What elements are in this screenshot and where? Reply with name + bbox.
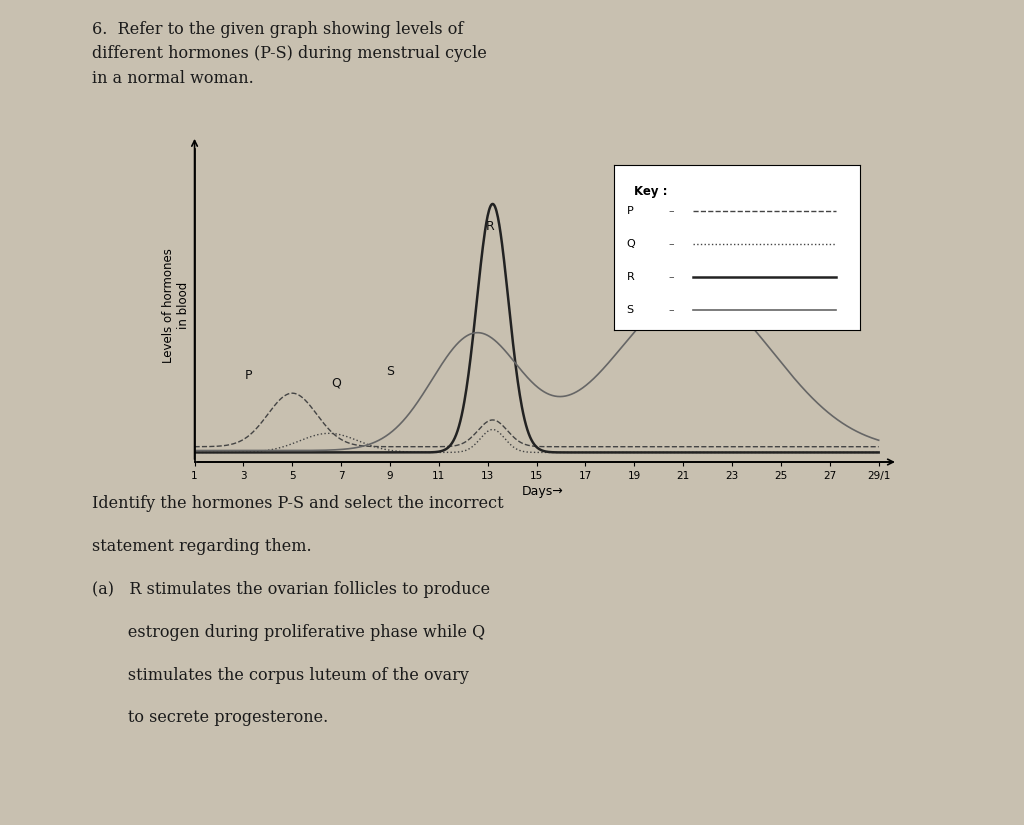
Text: estrogen during proliferative phase while Q: estrogen during proliferative phase whil… [92,624,485,641]
Text: –: – [669,272,674,282]
Text: Identify the hormones P-S and select the incorrect: Identify the hormones P-S and select the… [92,495,504,512]
Text: –: – [669,239,674,249]
Text: P: P [245,369,252,382]
Text: different hormones (P-S) during menstrual cycle: different hormones (P-S) during menstrua… [92,45,487,63]
Text: Key :: Key : [634,185,668,198]
Text: S: S [627,305,634,315]
Text: in a normal woman.: in a normal woman. [92,70,254,87]
Text: S: S [386,365,394,378]
Text: P: P [627,206,634,216]
Text: –: – [669,305,674,315]
Text: (a)   R stimulates the ovarian follicles to produce: (a) R stimulates the ovarian follicles t… [92,581,490,598]
Text: R: R [485,219,495,233]
Text: R: R [627,272,635,282]
Text: Q: Q [332,376,341,389]
Text: –: – [669,206,674,216]
Text: to secrete progesterone.: to secrete progesterone. [92,710,329,727]
Text: stimulates the corpus luteum of the ovary: stimulates the corpus luteum of the ovar… [92,667,469,684]
X-axis label: Days→: Days→ [522,485,563,498]
Text: statement regarding them.: statement regarding them. [92,538,311,555]
Text: Q: Q [627,239,636,249]
Y-axis label: Levels of hormones
in blood: Levels of hormones in blood [163,248,190,363]
Text: 6.  Refer to the given graph showing levels of: 6. Refer to the given graph showing leve… [92,21,464,38]
